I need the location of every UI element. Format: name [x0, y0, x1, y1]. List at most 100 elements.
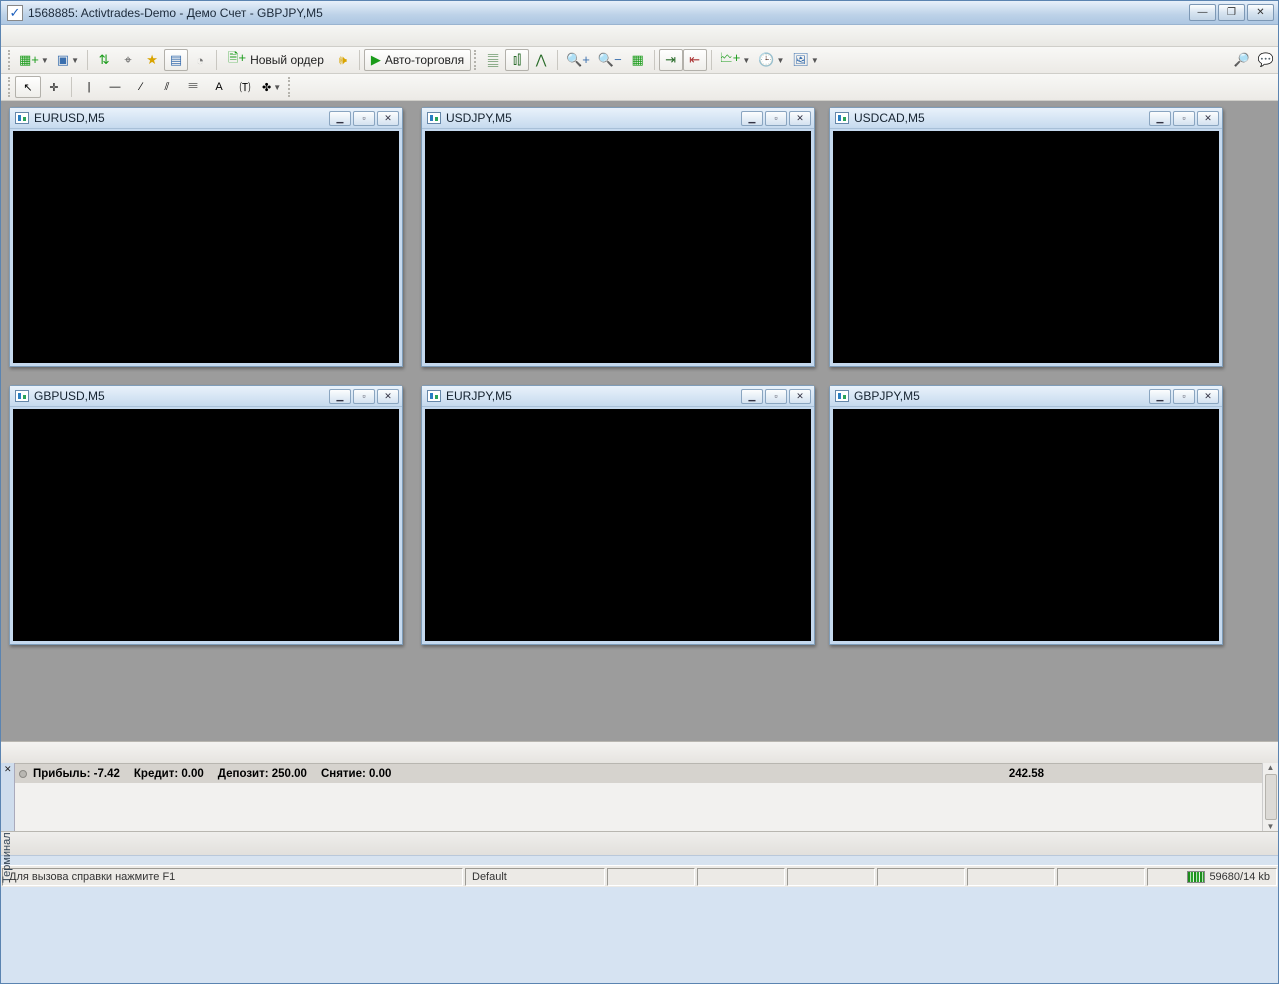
vertical-line-tool[interactable]: |: [87, 81, 91, 93]
chat-icon[interactable]: 💬: [1257, 52, 1274, 67]
text-tool[interactable]: A: [215, 81, 223, 93]
summary-withdrawal: Снятие: 0.00: [320, 767, 392, 780]
new-chart-button[interactable]: ▦+ ▼: [19, 52, 49, 67]
minimize-button[interactable]: ▁: [741, 388, 763, 404]
summary-total: 242.58: [1008, 767, 1044, 780]
chart-plot[interactable]: [13, 131, 399, 363]
restore-button[interactable]: ▫: [353, 110, 375, 126]
indicators-button[interactable]: 🗠+ ▼: [719, 50, 751, 65]
templates-button[interactable]: 🖼 ▼: [792, 52, 819, 67]
chart-plot[interactable]: [833, 131, 1219, 363]
fibonacci-tool[interactable]: 𝄘: [188, 80, 198, 93]
chart-icon: [835, 390, 849, 402]
chart-window-usdjpy[interactable]: USDJPY,M5 ▁ ▫ ✕: [421, 107, 815, 367]
toolbar-grip[interactable]: [8, 50, 12, 70]
search-icon[interactable]: 🔎: [1233, 52, 1250, 67]
trendline-tool[interactable]: ∕: [140, 81, 142, 93]
sound-alert-icon[interactable]: 🕪: [338, 52, 347, 67]
label-tool[interactable]: 🄣: [239, 82, 251, 94]
minimize-button[interactable]: ▁: [329, 110, 351, 126]
account-summary-row: Прибыль: -7.42 Кредит: 0.00 Депозит: 250…: [15, 763, 1262, 783]
arrows-tool[interactable]: ✤ ▼: [262, 81, 282, 94]
close-button[interactable]: ✕: [789, 110, 811, 126]
restore-button[interactable]: ▫: [765, 388, 787, 404]
strategy-tester-button[interactable]: ◔: [196, 52, 204, 68]
minimize-button[interactable]: ▁: [1149, 388, 1171, 404]
data-window-button[interactable]: ⌖: [124, 52, 132, 67]
chart-title: EURUSD,M5: [34, 111, 105, 125]
crosshair-tool-button[interactable]: ✛: [49, 81, 59, 94]
chart-window-gbpjpy[interactable]: GBPJPY,M5 ▁ ▫ ✕: [829, 385, 1223, 645]
close-button[interactable]: ✕: [377, 388, 399, 404]
minimize-button[interactable]: ▁: [741, 110, 763, 126]
app-logo-icon: ✓: [7, 4, 23, 21]
chart-icon: [15, 390, 29, 402]
cursor-tool-button[interactable]: ↖: [15, 76, 41, 98]
mdi-workspace: EURUSD,M5 ▁ ▫ ✕ USDJPY,M5 ▁ ▫ ✕ USDCAD,M5 ▁ ▫ ✕ G…: [1, 101, 1278, 741]
status-bar: Для вызова справки нажмите F1 Default 59…: [1, 865, 1278, 887]
scroll-up-icon[interactable]: ▲: [1266, 763, 1275, 772]
terminal-vertical-label: Терминал: [1, 832, 13, 883]
terminal-tab-bar: [1, 831, 1278, 855]
toolbar-drawing: ↖ ✛ | — ∕ ⫽ 𝄘 A 🄣 ✤ ▼: [1, 74, 1278, 101]
minimize-button[interactable]: ▁: [329, 388, 351, 404]
chart-title: USDJPY,M5: [446, 111, 512, 125]
chart-window-eurusd[interactable]: EURUSD,M5 ▁ ▫ ✕: [9, 107, 403, 367]
title-bar[interactable]: ✓ 1568885: Activtrades-Demo - Демо Счет …: [1, 1, 1278, 25]
toolbar-standard: ▦+ ▼ ▣ ▼ ⇅ ⌖ ★ ▤ ◔ 🗎+ Новый ордер 🕪 ▶ Авто…: [1, 47, 1278, 74]
terminal-panel: ✕ Терминал Прибыль: -7.42 Кредит: 0.00 Д…: [1, 763, 1278, 883]
market-watch-button[interactable]: ⇅: [98, 52, 110, 67]
status-profile[interactable]: Default: [465, 867, 605, 886]
chart-title: EURJPY,M5: [446, 389, 512, 403]
minimize-button[interactable]: —: [1189, 4, 1216, 21]
terminal-button[interactable]: ▤: [164, 49, 189, 71]
restore-button[interactable]: ▫: [765, 110, 787, 126]
channel-tool[interactable]: ⫽: [164, 80, 170, 93]
tile-windows-button[interactable]: ▦: [631, 52, 644, 67]
chart-plot[interactable]: [425, 409, 811, 641]
chart-window-eurjpy[interactable]: EURJPY,M5 ▁ ▫ ✕: [421, 385, 815, 645]
chart-plot[interactable]: [833, 409, 1219, 641]
close-button[interactable]: ✕: [1247, 4, 1274, 21]
scroll-thumb[interactable]: [1264, 774, 1277, 820]
terminal-close-icon[interactable]: ✕: [4, 764, 12, 774]
navigator-button[interactable]: ★: [146, 52, 158, 67]
summary-deposit: Депозит: 250.00: [217, 767, 307, 780]
chart-plot[interactable]: [425, 131, 811, 363]
close-button[interactable]: ✕: [1197, 110, 1219, 126]
restore-button[interactable]: ▫: [1173, 388, 1195, 404]
vertical-scrollbar[interactable]: ▲ ▼: [1262, 763, 1278, 831]
restore-button[interactable]: ❐: [1218, 4, 1245, 21]
periods-button[interactable]: 🕒 ▼: [758, 52, 785, 67]
chart-plot[interactable]: [13, 409, 399, 641]
chart-shift-button[interactable]: ⇤: [682, 49, 707, 71]
bar-chart-button[interactable]: 𝄛: [487, 52, 499, 67]
toolbar-grip[interactable]: [8, 77, 12, 97]
zoom-out-button[interactable]: 🔍−: [597, 52, 622, 67]
auto-trading-button[interactable]: ▶ Авто-торговля: [363, 49, 472, 71]
chart-title: USDCAD,M5: [854, 111, 925, 125]
horizontal-line-tool[interactable]: —: [109, 81, 121, 93]
restore-button[interactable]: ▫: [1173, 110, 1195, 126]
minimize-button[interactable]: ▁: [1149, 110, 1171, 126]
close-button[interactable]: ✕: [789, 388, 811, 404]
chart-window-gbpusd[interactable]: GBPUSD,M5 ▁ ▫ ✕: [9, 385, 403, 645]
close-button[interactable]: ✕: [377, 110, 399, 126]
profiles-button[interactable]: ▣ ▼: [56, 52, 80, 67]
candlestick-button[interactable]: ⫾⫿: [505, 49, 530, 71]
close-button[interactable]: ✕: [1197, 388, 1219, 404]
chart-icon: [15, 112, 29, 124]
new-order-icon: 🗎+: [228, 50, 247, 65]
chart-tab-bar: [1, 741, 1278, 763]
zoom-in-button[interactable]: 🔍+: [566, 52, 590, 67]
new-order-button[interactable]: 🗎+ Новый ордер: [221, 49, 331, 71]
chart-icon: [835, 112, 849, 124]
scroll-down-icon[interactable]: ▼: [1266, 822, 1275, 831]
restore-button[interactable]: ▫: [353, 388, 375, 404]
auto-scroll-button[interactable]: ⇥: [658, 49, 683, 71]
chart-icon: [427, 112, 441, 124]
chart-window-usdcad[interactable]: USDCAD,M5 ▁ ▫ ✕: [829, 107, 1223, 367]
line-chart-button[interactable]: ⋀: [535, 52, 547, 67]
chart-title: GBPUSD,M5: [34, 389, 105, 403]
terminal-side-strip: ✕ Терминал: [1, 763, 15, 883]
